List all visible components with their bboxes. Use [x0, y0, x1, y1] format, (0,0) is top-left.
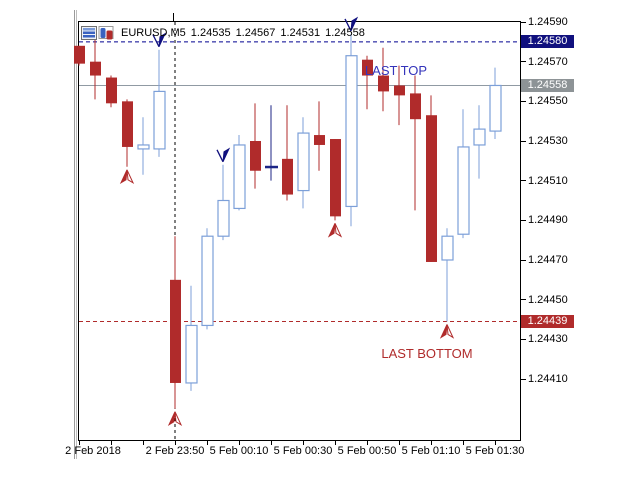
time-tick-dash	[111, 441, 112, 445]
candle	[282, 105, 293, 201]
symbol-period-label: EURUSD,M5	[121, 27, 186, 39]
price-tick-dash	[520, 21, 526, 23]
candle	[265, 105, 278, 181]
open-value: 1.24535	[190, 27, 231, 39]
price-tick-label: 1.24510	[528, 174, 568, 187]
low-value: 1.24531	[280, 27, 321, 39]
top-arrow-icon[interactable]	[152, 32, 167, 48]
candle	[250, 103, 261, 189]
time-label: 5 Feb 01:10	[401, 445, 461, 457]
candle	[314, 101, 325, 171]
candle	[378, 47, 389, 112]
candle	[153, 49, 166, 157]
time-label: 5 Feb 01:30	[465, 445, 525, 457]
last-bottom-text[interactable]: LAST BOTTOM	[381, 346, 472, 361]
bottom-arrow-icon[interactable]	[439, 324, 455, 339]
time-tick-dash	[175, 441, 176, 445]
price-tick-label: 1.24430	[528, 333, 568, 346]
price-tick-dash	[520, 299, 526, 301]
price-tick-label: 1.24490	[528, 214, 568, 227]
candle	[473, 105, 486, 179]
time-label: 5 Feb 00:30	[273, 445, 333, 457]
close-value: 1.24558	[325, 27, 365, 39]
price-tick-dash	[520, 259, 526, 261]
price-tick-label: 1.24470	[528, 254, 568, 266]
time-tick-dash	[303, 441, 304, 445]
time-label: 2 Feb 23:50	[145, 445, 205, 457]
time-tick-dash	[335, 441, 336, 445]
candle	[457, 109, 470, 239]
price-tick-label: 1.24450	[528, 293, 568, 306]
time-label: 2 Feb 2018	[65, 445, 121, 457]
time-tick-dash	[495, 441, 496, 445]
time-tick-dash	[399, 441, 400, 445]
price-tick-label: 1.24590	[528, 16, 568, 28]
candle	[330, 139, 341, 221]
candle	[441, 228, 454, 322]
price-tick-label: 1.24570	[528, 55, 568, 68]
price-tick-dash	[520, 219, 526, 221]
price-tick-dash	[520, 140, 526, 142]
market-watch-icon[interactable]	[81, 26, 97, 40]
candlestick-plot: LAST TOP LAST BOTTOM	[74, 16, 520, 440]
candle	[297, 117, 310, 209]
price-tick-dash	[520, 378, 526, 380]
candle	[362, 55, 373, 110]
top-arrow-icon[interactable]	[216, 147, 231, 163]
price-tick-label: 1.24550	[528, 95, 568, 108]
price-tick-label: 1.24530	[528, 135, 568, 147]
time-tick-dash	[367, 441, 368, 445]
bottom-arrow-icon[interactable]	[327, 223, 343, 238]
price-tick-dash	[520, 61, 526, 63]
time-tick-dash	[207, 441, 208, 445]
chart-icon[interactable]	[98, 26, 114, 40]
candle	[122, 99, 133, 167]
price-badge-last-top-level: 1.24580	[521, 35, 574, 49]
chart-title-bar: EURUSD,M5 1.24535 1.24567 1.24531 1.2455…	[81, 25, 365, 41]
price-tick-dash	[520, 338, 526, 340]
candle	[90, 29, 101, 100]
time-label: 5 Feb 00:50	[337, 445, 397, 457]
candle	[489, 67, 502, 140]
top-arrow-icon[interactable]	[344, 16, 359, 32]
candle	[170, 236, 181, 409]
time-tick-dash	[143, 441, 144, 445]
price-badge-current-price: 1.24558	[521, 79, 574, 92]
bottom-arrow-icon[interactable]	[119, 169, 135, 185]
time-tick-dash	[239, 441, 240, 445]
candle	[74, 45, 85, 66]
time-tick-dash	[271, 441, 272, 445]
price-tick-dash	[520, 180, 526, 182]
period-separator-tick	[173, 13, 174, 21]
time-tick-dash	[463, 441, 464, 445]
panel-divider-shadow	[76, 10, 77, 459]
time-tick-dash	[79, 441, 80, 445]
candle	[185, 285, 198, 391]
price-tick-dash	[520, 100, 526, 102]
last-top-text[interactable]: LAST TOP	[365, 63, 427, 78]
candle	[233, 135, 246, 211]
candle	[426, 95, 437, 262]
candle	[201, 228, 214, 330]
price-badge-last-bottom-level: 1.24439	[521, 315, 574, 328]
time-label: 5 Feb 00:10	[209, 445, 269, 457]
candle	[217, 164, 230, 241]
candle	[106, 75, 117, 108]
high-value: 1.24567	[235, 27, 276, 39]
candle	[345, 33, 358, 227]
candle	[410, 75, 421, 211]
candle	[137, 117, 150, 175]
candle	[394, 65, 405, 126]
price-tick-label: 1.24410	[528, 373, 568, 385]
chart-window[interactable]: LAST TOP LAST BOTTOM	[74, 16, 521, 441]
bottom-arrow-icon[interactable]	[167, 411, 183, 427]
time-tick-dash	[431, 441, 432, 445]
panel-divider	[74, 10, 75, 459]
